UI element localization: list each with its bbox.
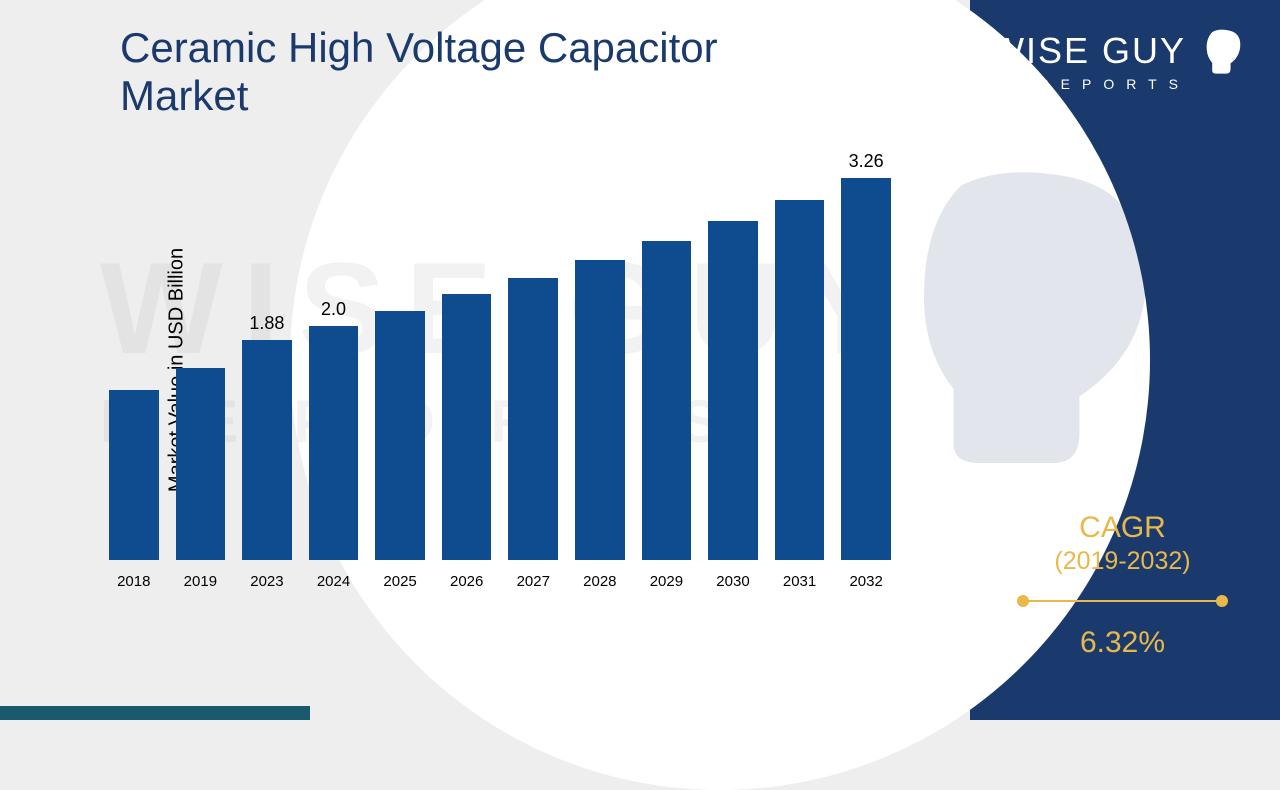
bar-value-label: 2.0 bbox=[321, 299, 346, 320]
bar-column: 2.0 bbox=[309, 326, 359, 560]
x-tick-label: 2019 bbox=[176, 573, 226, 590]
x-tick-label: 2030 bbox=[708, 573, 758, 590]
x-tick-label: 2023 bbox=[242, 573, 292, 590]
bar bbox=[775, 200, 825, 560]
brand-logo: WISE GUY REPORTS bbox=[990, 24, 1250, 92]
bar bbox=[176, 368, 226, 560]
bar-column bbox=[442, 294, 492, 560]
x-tick-label: 2031 bbox=[775, 573, 825, 590]
bar bbox=[109, 390, 159, 560]
bar-column bbox=[508, 278, 558, 560]
bar-column bbox=[708, 221, 758, 560]
page-title: Ceramic High Voltage Capacitor Market bbox=[120, 24, 820, 121]
bar-column bbox=[642, 241, 692, 560]
bar-column bbox=[176, 368, 226, 560]
cagr-value: 6.32% bbox=[1005, 626, 1240, 660]
bar bbox=[642, 241, 692, 560]
x-axis-labels: 2018 2019 2023 2024 2025 2026 2027 2028 2029 2030… bbox=[105, 573, 895, 590]
bar bbox=[841, 178, 891, 560]
bar-column bbox=[775, 200, 825, 560]
logo-text-main: WISE GUY bbox=[990, 30, 1186, 72]
bar-column: 3.26 bbox=[841, 178, 891, 560]
bar-column bbox=[109, 390, 159, 560]
bar-value-label: 3.26 bbox=[849, 151, 884, 172]
bar bbox=[708, 221, 758, 560]
x-tick-label: 2025 bbox=[375, 573, 425, 590]
cagr-range: (2019-2032) bbox=[1005, 547, 1240, 576]
bar-column: 1.88 bbox=[242, 340, 292, 560]
x-tick-label: 2029 bbox=[642, 573, 692, 590]
bar bbox=[508, 278, 558, 560]
x-tick-label: 2026 bbox=[442, 573, 492, 590]
bar-value-label: 1.88 bbox=[249, 313, 284, 334]
bar bbox=[575, 260, 625, 560]
x-tick-label: 2027 bbox=[508, 573, 558, 590]
x-tick-label: 2018 bbox=[109, 573, 159, 590]
logo-main-row: WISE GUY bbox=[990, 24, 1250, 78]
bar-chart: Market Value in USD Billion 1.882.03.26 … bbox=[95, 150, 895, 590]
head-profile-icon bbox=[1196, 24, 1250, 78]
cagr-title: CAGR bbox=[1005, 511, 1240, 545]
chart-plot-area: 1.88 2.0 3.26 bbox=[105, 150, 895, 560]
bar bbox=[442, 294, 492, 560]
cagr-divider-line bbox=[1023, 600, 1222, 602]
logo-text-sub: REPORTS bbox=[990, 76, 1250, 92]
bar-column bbox=[575, 260, 625, 560]
x-tick-label: 2024 bbox=[309, 573, 359, 590]
bar bbox=[309, 326, 359, 560]
bar bbox=[375, 311, 425, 561]
bar-column bbox=[375, 311, 425, 561]
bar bbox=[242, 340, 292, 560]
x-tick-label: 2028 bbox=[575, 573, 625, 590]
bottom-accent-bar bbox=[0, 706, 310, 720]
cagr-panel: CAGR (2019-2032) 6.32% bbox=[1005, 511, 1240, 660]
x-tick-label: 2032 bbox=[841, 573, 891, 590]
